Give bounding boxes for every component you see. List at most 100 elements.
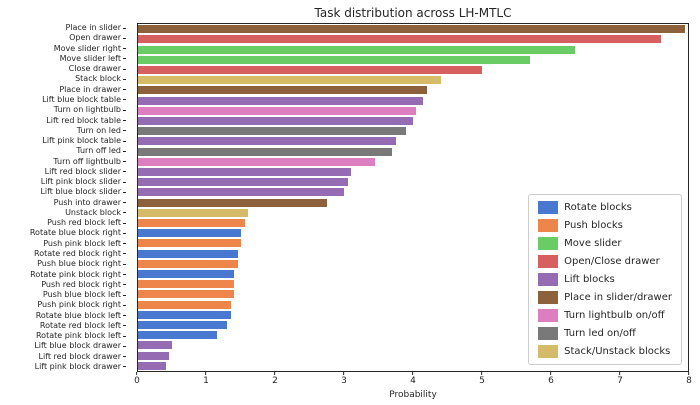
- y-tick-label-push-pink-block-right: Push pink block right: [37, 300, 121, 310]
- y-tick-row: Push blue block right: [0, 259, 130, 269]
- bar-open-drawer: [138, 35, 661, 44]
- y-tick-mark: [123, 325, 126, 327]
- y-tick-mark: [123, 294, 126, 296]
- y-tick-mark: [123, 171, 126, 173]
- x-tick-3: 3: [341, 372, 347, 386]
- legend-label-drawer: Open/Close drawer: [564, 256, 660, 267]
- y-tick-mark: [123, 140, 126, 142]
- y-tick-row: Push blue block left: [0, 290, 130, 300]
- x-tick-8: 8: [686, 372, 692, 386]
- bar-push-blue-block-left: [138, 290, 235, 299]
- bar-rotate-pink-block-right: [138, 269, 235, 278]
- bar-row: [138, 55, 688, 65]
- y-tick-row: Lift blue block table: [0, 95, 130, 105]
- y-tick-row: Rotate blue block right: [0, 228, 130, 238]
- x-tick-label: 6: [548, 376, 554, 386]
- y-tick-mark: [123, 263, 126, 265]
- y-tick-row: Rotate pink block left: [0, 331, 130, 341]
- y-tick-mark: [123, 120, 126, 122]
- y-tick-label-rotate-pink-block-right: Rotate pink block right: [30, 269, 121, 279]
- x-tick-mark: [136, 372, 138, 375]
- x-tick-label: 7: [617, 376, 623, 386]
- bar-lift-blue-block-table: [138, 96, 424, 105]
- y-tick-label-lift-pink-block-drawer: Lift pink block drawer: [34, 361, 121, 371]
- bar-lift-pink-block-table: [138, 137, 396, 146]
- y-tick-row: Rotate red block right: [0, 249, 130, 259]
- y-tick-label-stack-block: Stack block: [75, 74, 121, 84]
- x-tick-mark: [619, 372, 621, 375]
- plot-area: Rotate blocks Push blocks Move slider Open/…: [137, 23, 689, 372]
- bar-push-into-drawer: [138, 198, 328, 207]
- bar-row: [138, 289, 688, 299]
- y-tick-mark: [123, 181, 126, 183]
- x-axis-label: Probability: [389, 390, 437, 400]
- y-tick-row: Lift blue block drawer: [0, 341, 130, 351]
- bar-row: [138, 238, 688, 248]
- y-tick-label-push-red-block-right: Push red block right: [41, 279, 121, 289]
- y-tick-mark: [123, 212, 126, 214]
- x-tick-mark: [274, 372, 276, 375]
- bar-row: [138, 95, 688, 105]
- y-tick-row: Push into drawer: [0, 198, 130, 208]
- bar-row: [138, 146, 688, 156]
- y-tick-row: Move slider right: [0, 44, 130, 54]
- bar-row: [138, 136, 688, 146]
- y-tick-row: Turn on lightbulb: [0, 105, 130, 115]
- y-tick-row: Lift pink block slider: [0, 177, 130, 187]
- legend-item-lift: Lift blocks: [538, 273, 672, 286]
- x-tick-7: 7: [617, 372, 623, 386]
- bar-row: [138, 157, 688, 167]
- y-tick-label-place-in-slider: Place in slider: [65, 23, 121, 33]
- y-tick-label-lift-red-block-table: Lift red block table: [46, 115, 121, 125]
- y-tick-mark: [123, 253, 126, 255]
- bar-turn-off-led: [138, 147, 393, 156]
- y-tick-mark: [123, 89, 126, 91]
- y-tick-row: Lift red block table: [0, 115, 130, 125]
- legend-item-place: Place in slider/drawer: [538, 291, 672, 304]
- bar-rotate-pink-block-left: [138, 331, 218, 340]
- y-tick-label-place-in-drawer: Place in drawer: [59, 84, 121, 94]
- bar-row: [138, 106, 688, 116]
- bar-row: [138, 269, 688, 279]
- y-tick-row: Open drawer: [0, 33, 130, 43]
- y-tick-row: Push pink block left: [0, 239, 130, 249]
- legend-item-stack: Stack/Unstack blocks: [538, 345, 672, 358]
- y-tick-mark: [123, 99, 126, 101]
- bar-row: [138, 218, 688, 228]
- x-tick-2: 2: [272, 372, 278, 386]
- y-tick-label-lift-blue-block-drawer: Lift blue block drawer: [34, 341, 121, 351]
- y-tick-mark: [123, 345, 126, 347]
- y-tick-mark: [123, 232, 126, 234]
- bar-row: [138, 279, 688, 289]
- x-tick-mark: [205, 372, 207, 375]
- y-axis-labels: Place in slider Open drawer Move slider ri…: [0, 23, 130, 372]
- legend-label-lift: Lift blocks: [564, 274, 615, 285]
- legend-swatch-led: [538, 327, 559, 340]
- legend-swatch-lightbulb: [538, 309, 559, 322]
- y-tick-mark: [123, 58, 126, 60]
- y-tick-label-turn-on-lightbulb: Turn on lightbulb: [53, 105, 121, 115]
- bar-place-in-slider: [138, 25, 685, 34]
- bar-push-pink-block-right: [138, 300, 231, 309]
- y-tick-mark: [123, 37, 126, 39]
- y-tick-label-push-red-block-left: Push red block left: [47, 218, 121, 228]
- legend-swatch-slider: [538, 237, 559, 250]
- y-tick-row: Lift pink block drawer: [0, 362, 130, 372]
- y-tick-mark: [123, 130, 126, 132]
- x-axis: 0 1 2 3 4 5 6 7 8: [134, 372, 692, 390]
- y-tick-mark: [123, 78, 126, 80]
- y-tick-label-rotate-pink-block-left: Rotate pink block left: [35, 331, 121, 341]
- bar-push-pink-block-left: [138, 239, 242, 248]
- y-tick-mark: [123, 109, 126, 111]
- bar-row: [138, 167, 688, 177]
- bar-row: [138, 116, 688, 126]
- bar-row: [138, 228, 688, 238]
- legend-item-led: Turn led on/off: [538, 327, 672, 340]
- y-tick-row: Place in drawer: [0, 85, 130, 95]
- x-tick-mark: [688, 372, 690, 375]
- bar-lift-red-block-drawer: [138, 351, 169, 360]
- y-tick-label-turn-off-lightbulb: Turn off lightbulb: [53, 156, 121, 166]
- bar-move-slider-right: [138, 45, 575, 54]
- y-tick-row: Lift red block slider: [0, 167, 130, 177]
- bar-row: [138, 361, 688, 371]
